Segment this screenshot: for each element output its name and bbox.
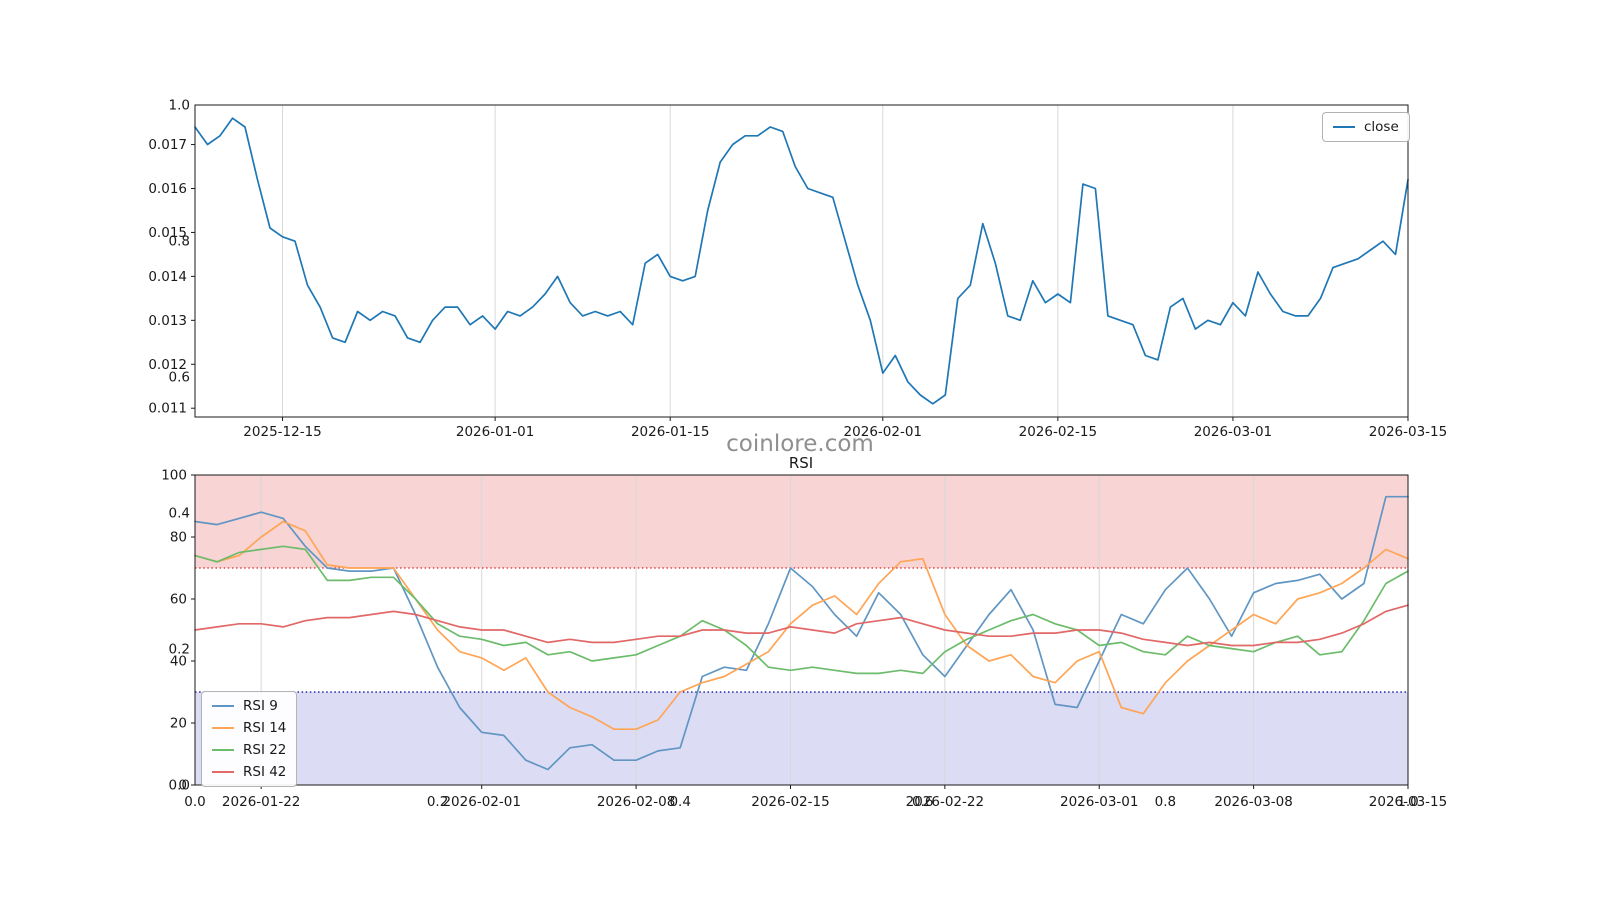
ghost-y-tick-label: 1.0 — [169, 98, 190, 114]
y-tick-label: 60 — [170, 592, 187, 608]
ghost-y-tick-label: 0.8 — [169, 234, 190, 250]
ghost-y-tick-label: 0.4 — [169, 506, 190, 522]
legend-item-rsi-22: RSI 22 — [212, 742, 286, 758]
y-tick-label: 0.014 — [148, 269, 187, 285]
legend-item-close: close — [1333, 119, 1399, 135]
price-legend: close — [1322, 112, 1410, 142]
overbought-band — [195, 475, 1408, 568]
legend-item-rsi-42: RSI 42 — [212, 764, 286, 780]
x-tick-label: 2026-03-15 — [1369, 424, 1447, 440]
series-line-rsi-42 — [194, 604, 1409, 647]
ghost-y-tick-label: 0.6 — [169, 370, 190, 386]
x-tick-label: 2025-12-15 — [243, 424, 321, 440]
rsi-22-legend-label: RSI 22 — [243, 742, 287, 758]
rsi-22-line-swatch — [212, 749, 234, 751]
x-tick-label: 2026-02-15 — [1019, 424, 1097, 440]
x-tick-label: 2026-03-01 — [1194, 424, 1272, 440]
ghost-x-tick-label: 0.2 — [427, 794, 448, 810]
x-tick-label: 2026-02-01 — [442, 794, 520, 810]
legend-item-rsi-14: RSI 14 — [212, 720, 286, 736]
ghost-x-tick-label: 0.4 — [669, 794, 690, 810]
y-tick-label: 0.012 — [148, 357, 187, 373]
oversold-band — [195, 692, 1408, 785]
y-tick-label: 0.016 — [148, 181, 187, 197]
plot-border — [194, 474, 1409, 786]
x-tick-label: 2026-01-15 — [631, 424, 709, 440]
rsi-14-line-swatch — [212, 727, 234, 729]
y-tick-label: 0.013 — [148, 313, 187, 329]
series-line-rsi-14 — [194, 520, 1409, 731]
rsi-9-line-swatch — [212, 705, 234, 707]
series-line-rsi-9 — [194, 495, 1409, 771]
x-tick-label: 2026-03-01 — [1060, 794, 1138, 810]
plot-border — [194, 104, 1409, 418]
y-tick-label: 0 — [178, 778, 187, 794]
legend-item-rsi-9: RSI 9 — [212, 698, 286, 714]
ghost-y-tick-label: 0.0 — [169, 778, 190, 794]
y-tick-label: 20 — [170, 716, 187, 732]
x-tick-label: 2026-02-01 — [844, 424, 922, 440]
watermark-text: coinlore.com — [726, 431, 874, 457]
ghost-x-tick-label: 0.6 — [912, 794, 933, 810]
series-line-close — [194, 117, 1409, 405]
rsi-14-legend-label: RSI 14 — [243, 720, 287, 736]
rsi-9-legend-label: RSI 9 — [243, 698, 278, 714]
x-tick-label: 2026-02-15 — [751, 794, 829, 810]
rsi-chart-title: RSI — [788, 454, 814, 472]
rsi-42-line-swatch — [212, 771, 234, 773]
x-tick-label: 2026-02-22 — [906, 794, 984, 810]
rsi-legend: RSI 9 RSI 14 RSI 22 RSI 42 — [201, 691, 298, 787]
x-tick-label: 2026-01-22 — [222, 794, 300, 810]
y-tick-label: 80 — [170, 530, 187, 546]
ghost-y-tick-label: 0.2 — [169, 642, 190, 658]
y-tick-label: 0.015 — [148, 225, 187, 241]
x-tick-label: 2026-01-01 — [456, 424, 534, 440]
ghost-x-tick-label: 0.8 — [1155, 794, 1176, 810]
ghost-x-tick-label: 1.0 — [1397, 794, 1418, 810]
y-tick-label: 0.017 — [148, 137, 187, 153]
x-tick-label: 2026-02-08 — [597, 794, 675, 810]
x-tick-label: 2026-03-15 — [1369, 794, 1447, 810]
y-tick-label: 0.011 — [148, 401, 187, 417]
series-line-rsi-22 — [194, 545, 1409, 675]
ghost-x-tick-label: 0.0 — [184, 794, 205, 810]
x-tick-label: 2026-03-08 — [1214, 794, 1292, 810]
close-line-swatch — [1333, 126, 1355, 128]
y-tick-label: 40 — [170, 654, 187, 670]
close-legend-label: close — [1364, 119, 1399, 135]
rsi-42-legend-label: RSI 42 — [243, 764, 287, 780]
y-tick-label: 100 — [161, 468, 187, 484]
